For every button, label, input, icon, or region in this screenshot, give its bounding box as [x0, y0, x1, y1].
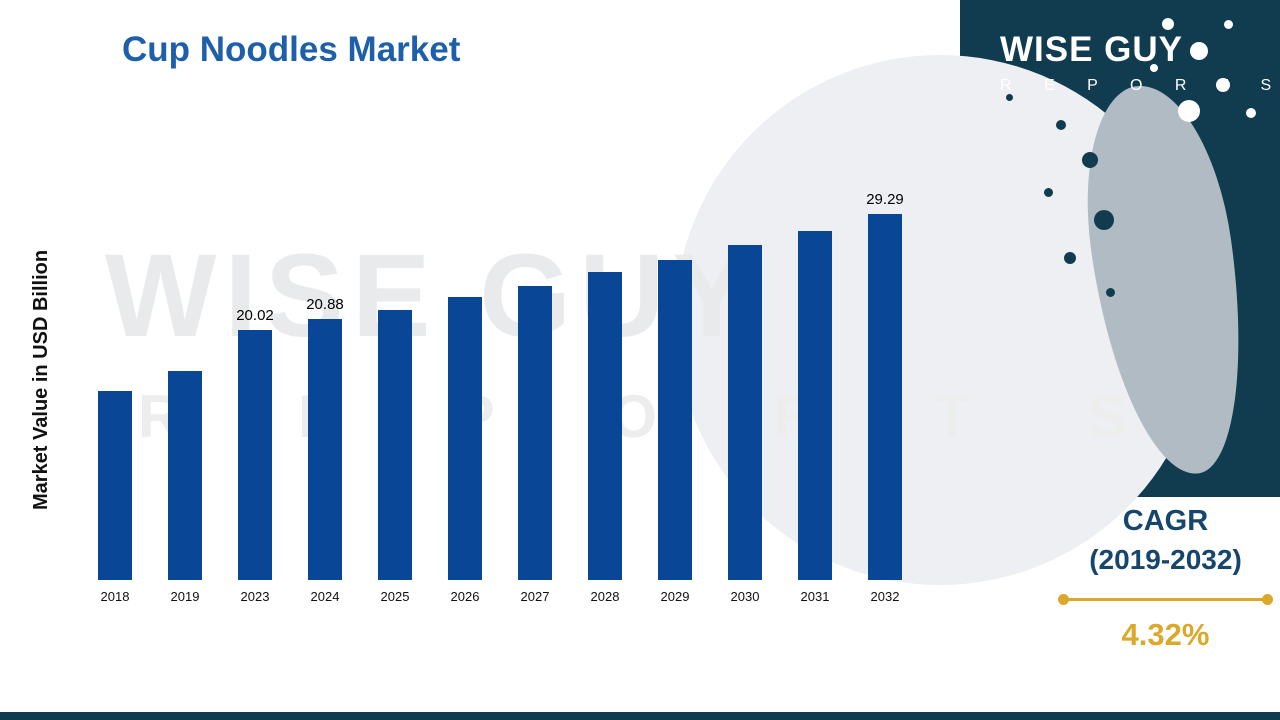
divider-end-dot [1058, 594, 1069, 605]
dot-decoration [1056, 120, 1066, 130]
bar-group-2030: 2030 [710, 180, 780, 610]
bar-2028 [588, 272, 622, 580]
x-axis-label-2027: 2027 [520, 589, 550, 604]
dot-decoration [1246, 108, 1256, 118]
x-axis-label-2023: 2023 [240, 589, 270, 604]
bar-group-2025: 2025 [360, 180, 430, 610]
dot-decoration [1082, 152, 1098, 168]
dot-decoration [1178, 100, 1200, 122]
bar-2030 [728, 245, 762, 580]
dot-decoration [1006, 94, 1013, 101]
page-title: Cup Noodles Market [122, 30, 461, 69]
x-axis-label-2032: 2032 [870, 589, 900, 604]
bar-group-2026: 2026 [430, 180, 500, 610]
cagr-label: CAGR [1122, 505, 1209, 537]
bar-2019 [168, 371, 202, 580]
bar-group-2032: 29.29 2032 [850, 180, 920, 610]
dot-decoration [1044, 188, 1053, 197]
x-axis-label-2028: 2028 [590, 589, 620, 604]
footer-bar [0, 712, 1280, 720]
dot-decoration [1064, 252, 1076, 264]
brand-logo: WISE GUY R E P O R T S [1000, 30, 1280, 95]
cagr-range: (2019-2032) [1089, 544, 1242, 575]
brand-logo-subtitle: R E P O R T S [1000, 77, 1280, 94]
bar-group-2031: 2031 [780, 180, 850, 610]
bar-value-label-2024: 20.88 [306, 296, 344, 313]
bar-2023 [238, 330, 272, 580]
x-axis-label-2031: 2031 [800, 589, 830, 604]
bar-2031 [798, 231, 832, 580]
dot-decoration [1150, 64, 1158, 72]
cagr-divider-line [1058, 594, 1273, 605]
x-axis-label-2025: 2025 [380, 589, 410, 604]
bar-2029 [658, 260, 692, 580]
divider-end-dot [1262, 594, 1273, 605]
x-axis-label-2019: 2019 [170, 589, 200, 604]
dot-decoration [1094, 210, 1114, 230]
x-axis-label-2026: 2026 [450, 589, 480, 604]
bar-group-2027: 2027 [500, 180, 570, 610]
bar-2024 [308, 319, 342, 580]
bar-value-label-2032: 29.29 [866, 191, 904, 208]
bar-group-2028: 2028 [570, 180, 640, 610]
dot-decoration [1190, 42, 1208, 60]
cagr-block: CAGR (2019-2032) 4.32% [1058, 505, 1273, 653]
dot-decoration [1162, 18, 1174, 30]
x-axis-label-2024: 2024 [310, 589, 340, 604]
x-axis-label-2018: 2018 [100, 589, 130, 604]
dot-decoration [1216, 78, 1230, 92]
bar-2025 [378, 310, 412, 580]
dot-decoration [1106, 288, 1115, 297]
bar-2018 [98, 391, 132, 580]
dot-decoration [1224, 20, 1233, 29]
bar-group-2018: 2018 [80, 180, 150, 610]
brand-logo-wordmark: WISE GUY [1000, 30, 1184, 69]
bar-group-2029: 2029 [640, 180, 710, 610]
bar-value-label-2023: 20.02 [236, 307, 274, 324]
bar-2026 [448, 297, 482, 580]
cagr-value: 4.32% [1121, 617, 1210, 652]
x-axis-label-2030: 2030 [730, 589, 760, 604]
bar-group-2019: 2019 [150, 180, 220, 610]
y-axis-label: Market Value in USD Billion [30, 249, 52, 511]
bar-2032 [868, 214, 902, 580]
bar-group-2023: 20.02 2023 [220, 180, 290, 610]
bar-2027 [518, 286, 552, 580]
plot-area: 2018 2019 20.02 2023 20.88 2024 2025 2026 2027 20… [80, 180, 920, 610]
x-axis-label-2029: 2029 [660, 589, 690, 604]
bar-group-2024: 20.88 2024 [290, 180, 360, 610]
